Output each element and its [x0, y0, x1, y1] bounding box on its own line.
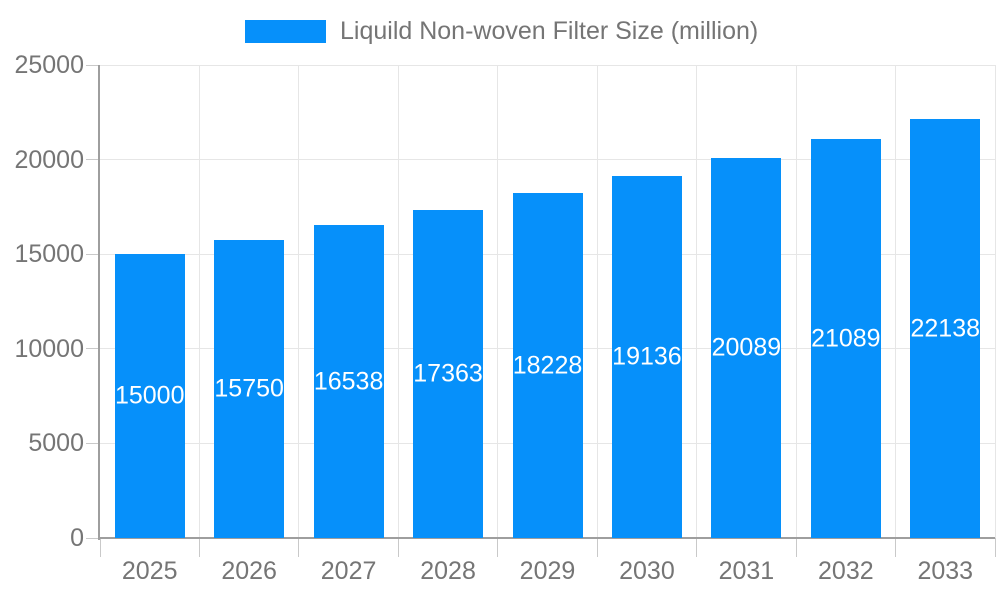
x-axis-label: 2028 [420, 557, 476, 585]
x-tick-mark [497, 538, 499, 557]
gridline-vertical [696, 65, 698, 538]
gridline-vertical [994, 65, 996, 538]
y-tick-mark [86, 253, 100, 255]
bar: 15000 [114, 254, 185, 538]
bar-value-label: 17363 [413, 359, 483, 388]
legend[interactable]: Liquild Non-woven Filter Size (million) [245, 17, 758, 45]
x-axis-label: 2027 [320, 557, 377, 585]
bar: 21089 [810, 139, 881, 538]
bar-value-label: 18228 [512, 351, 583, 380]
plot-area: 15000 15750 16538 17363 18228 19136 20089 21089… [86, 64, 996, 557]
legend-swatch-icon [245, 19, 326, 43]
bar: 15750 [214, 240, 285, 538]
x-tick-mark [198, 538, 200, 557]
y-axis-label: 20000 [14, 145, 84, 174]
y-axis-label: 5000 [28, 429, 84, 458]
x-tick-mark [298, 538, 300, 557]
y-tick-mark [86, 348, 100, 350]
legend-label: Liquild Non-woven Filter Size (million) [340, 17, 759, 45]
x-axis-label: 2031 [718, 557, 775, 585]
x-tick-mark [397, 538, 399, 557]
x-tick-mark [795, 538, 797, 557]
bar: 17363 [413, 209, 484, 538]
gridline-vertical [198, 65, 200, 538]
bar: 22138 [910, 119, 981, 538]
gridline-vertical [895, 65, 897, 538]
bar-value-label: 21089 [811, 324, 881, 352]
y-tick-mark [86, 64, 100, 66]
bar-value-label: 15750 [214, 374, 284, 403]
x-tick-mark [895, 538, 897, 557]
bar: 16538 [313, 225, 384, 538]
gridline-vertical [298, 65, 300, 538]
x-tick-mark [994, 538, 996, 557]
bar: 18228 [512, 193, 583, 538]
x-axis-label: 2032 [818, 557, 874, 585]
gridline-horizontal [100, 159, 995, 161]
x-axis-label: 2025 [121, 557, 178, 585]
gridline-vertical [596, 65, 598, 538]
x-tick-mark [99, 538, 101, 557]
gridline-horizontal [100, 64, 995, 66]
bar-value-label: 22138 [910, 314, 981, 343]
bar-value-label: 19136 [612, 342, 682, 371]
y-axis-label: 0 [70, 524, 84, 552]
x-axis-line [98, 537, 995, 539]
gridline-vertical [795, 65, 797, 538]
x-axis-label: 2029 [519, 557, 576, 585]
bar-value-label: 20089 [711, 333, 782, 362]
y-tick-mark [86, 159, 100, 161]
bar-value-label: 15000 [114, 381, 185, 410]
x-tick-mark [696, 538, 698, 557]
x-axis-label: 2030 [619, 557, 675, 585]
x-tick-mark [596, 538, 598, 557]
gridline-vertical [397, 65, 399, 538]
bar-value-label: 16538 [313, 367, 384, 396]
y-axis-label: 10000 [14, 334, 84, 363]
y-axis-line [98, 65, 100, 540]
x-axis-label: 2033 [917, 557, 974, 585]
y-axis-label: 25000 [14, 51, 84, 79]
y-axis-label: 15000 [14, 240, 84, 269]
x-axis-label: 2026 [221, 557, 277, 585]
bar: 19136 [611, 175, 682, 538]
bar: 20089 [711, 157, 782, 538]
gridline-vertical [497, 65, 499, 538]
y-tick-mark [86, 442, 100, 444]
y-tick-mark [86, 537, 100, 539]
